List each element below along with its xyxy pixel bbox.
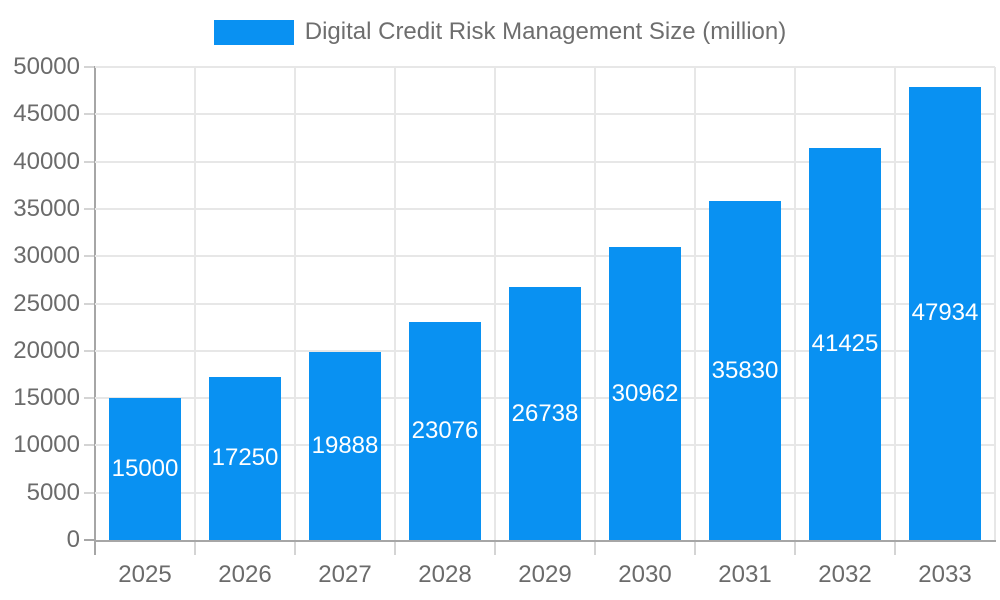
grid-line-h (95, 66, 995, 68)
x-tick-label: 2032 (818, 561, 872, 588)
y-tick (84, 539, 94, 541)
y-tick (84, 397, 94, 400)
legend[interactable]: Digital Credit Risk Management Size (mil… (0, 18, 1000, 46)
grid-line-h (95, 255, 995, 258)
bar-value-label: 15000 (111, 455, 179, 483)
x-tick-label: 2027 (318, 561, 372, 588)
x-tick-label: 2031 (718, 561, 772, 588)
grid-line-v (394, 67, 396, 540)
x-tick-label: 2025 (118, 561, 172, 588)
y-tick (84, 349, 94, 352)
bar-value-label: 35830 (711, 356, 779, 384)
bar: 19888 (309, 351, 381, 540)
y-tick-label: 10000 (13, 431, 80, 459)
y-tick-label: 30000 (13, 242, 80, 270)
grid-line-v (694, 67, 696, 540)
bar: 23076 (409, 321, 481, 540)
x-tick-label: 2028 (418, 561, 472, 588)
grid-line-v (594, 67, 596, 540)
y-tick (84, 113, 94, 116)
x-axis-line (94, 540, 996, 542)
bar: 17250 (209, 376, 281, 540)
x-tick (394, 542, 396, 555)
bar: 41425 (809, 148, 881, 540)
grid-line-v (294, 67, 296, 540)
x-tick-label: 2030 (618, 561, 672, 588)
bar-value-label: 47934 (911, 299, 979, 327)
grid-line-v (194, 67, 196, 540)
y-tick-label: 15000 (13, 384, 80, 412)
x-tick (294, 542, 296, 555)
bar-value-label: 30962 (611, 379, 679, 407)
bar-value-label: 26738 (511, 399, 579, 427)
bar: 47934 (909, 86, 981, 540)
y-tick (84, 255, 94, 258)
y-tick-label: 20000 (13, 336, 80, 364)
y-tick (84, 66, 94, 68)
legend-swatch (213, 19, 294, 45)
x-tick (794, 542, 796, 555)
grid-line-v (794, 67, 796, 540)
bar: 35830 (709, 201, 781, 540)
grid-line-h (95, 113, 995, 116)
bar: 26738 (509, 287, 581, 540)
grid-line-v (494, 67, 496, 540)
bar-value-label: 19888 (311, 431, 379, 459)
y-tick (84, 444, 94, 447)
legend-label: Digital Credit Risk Management Size (mil… (304, 18, 787, 45)
y-tick-label: 40000 (13, 147, 80, 175)
bar: 15000 (109, 398, 181, 540)
bar-value-label: 41425 (811, 330, 879, 358)
y-tick (84, 302, 94, 305)
x-tick (594, 542, 596, 555)
y-tick-label: 0 (66, 526, 80, 553)
y-tick-label: 45000 (13, 100, 80, 128)
x-tick (94, 542, 96, 555)
y-tick-label: 25000 (13, 289, 80, 317)
y-tick (84, 207, 94, 210)
y-tick-label: 35000 (13, 194, 80, 222)
x-tick (194, 542, 196, 555)
y-tick (84, 160, 94, 163)
grid-line-h (95, 160, 995, 163)
x-tick-label: 2026 (218, 561, 272, 588)
y-tick-label: 50000 (13, 53, 80, 80)
bar-value-label: 23076 (411, 416, 479, 444)
grid-line-v (894, 67, 896, 540)
x-tick (694, 542, 696, 555)
grid-line-h (95, 207, 995, 210)
y-tick-label: 5000 (26, 478, 80, 506)
x-tick-label: 2029 (518, 561, 572, 588)
x-tick-label: 2033 (918, 561, 972, 588)
bar-value-label: 17250 (211, 444, 279, 472)
x-tick (894, 542, 896, 555)
y-tick (84, 491, 94, 494)
x-tick (494, 542, 496, 555)
bar: 30962 (609, 247, 681, 540)
grid-line-v (994, 67, 996, 540)
